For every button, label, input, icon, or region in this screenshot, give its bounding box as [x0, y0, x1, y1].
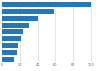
Bar	[2, 23, 29, 28]
Bar	[2, 50, 17, 55]
Bar	[2, 9, 54, 14]
Bar	[2, 2, 91, 7]
Bar	[2, 16, 38, 21]
Bar	[2, 36, 21, 41]
Bar	[2, 29, 23, 35]
Bar	[2, 57, 14, 62]
Bar	[2, 43, 18, 48]
